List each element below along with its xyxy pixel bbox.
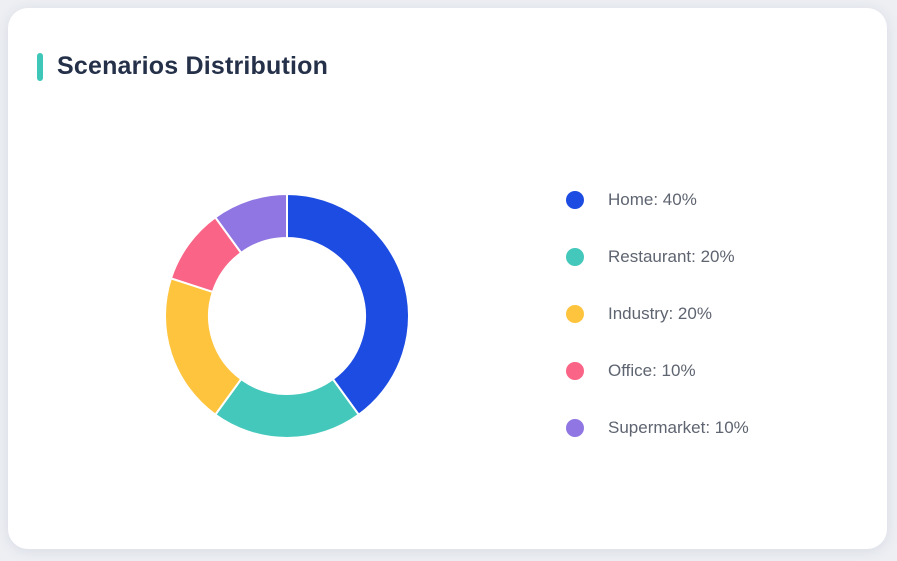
- donut-chart[interactable]: [162, 191, 412, 441]
- donut-slice-home[interactable]: [286, 193, 410, 416]
- legend-label-office: Office: 10%: [608, 361, 696, 380]
- legend-dot-office: [566, 362, 584, 380]
- donut-chart-area: Home: 40% Restaurant: 20% Industry: 20% …: [8, 8, 887, 549]
- donut-slice-supermarket[interactable]: [214, 193, 288, 254]
- chart-legend: Home: 40% Restaurant: 20% Industry: 20% …: [566, 190, 749, 475]
- scenarios-distribution-card: Scenarios Distribution Home: 40% Restaur…: [8, 8, 887, 549]
- legend-dot-supermarket: [566, 419, 584, 437]
- legend-item-industry[interactable]: Industry: 20%: [566, 304, 749, 324]
- legend-item-home[interactable]: Home: 40%: [566, 190, 749, 210]
- legend-label-restaurant: Restaurant: 20%: [608, 247, 735, 266]
- legend-item-office[interactable]: Office: 10%: [566, 361, 749, 381]
- title-accent-bar: [37, 52, 43, 81]
- legend-dot-industry: [566, 305, 584, 323]
- legend-dot-restaurant: [566, 248, 584, 266]
- legend-item-supermarket[interactable]: Supermarket: 10%: [566, 418, 749, 438]
- card-header: Scenarios Distribution: [37, 52, 328, 81]
- legend-dot-home: [566, 191, 584, 209]
- legend-label-supermarket: Supermarket: 10%: [608, 418, 749, 437]
- legend-label-industry: Industry: 20%: [608, 304, 712, 323]
- donut-slice-industry[interactable]: [164, 277, 243, 416]
- page-title: Scenarios Distribution: [57, 52, 329, 80]
- legend-item-restaurant[interactable]: Restaurant: 20%: [566, 247, 749, 267]
- donut-slice-restaurant[interactable]: [214, 378, 360, 439]
- legend-label-home: Home: 40%: [608, 190, 697, 209]
